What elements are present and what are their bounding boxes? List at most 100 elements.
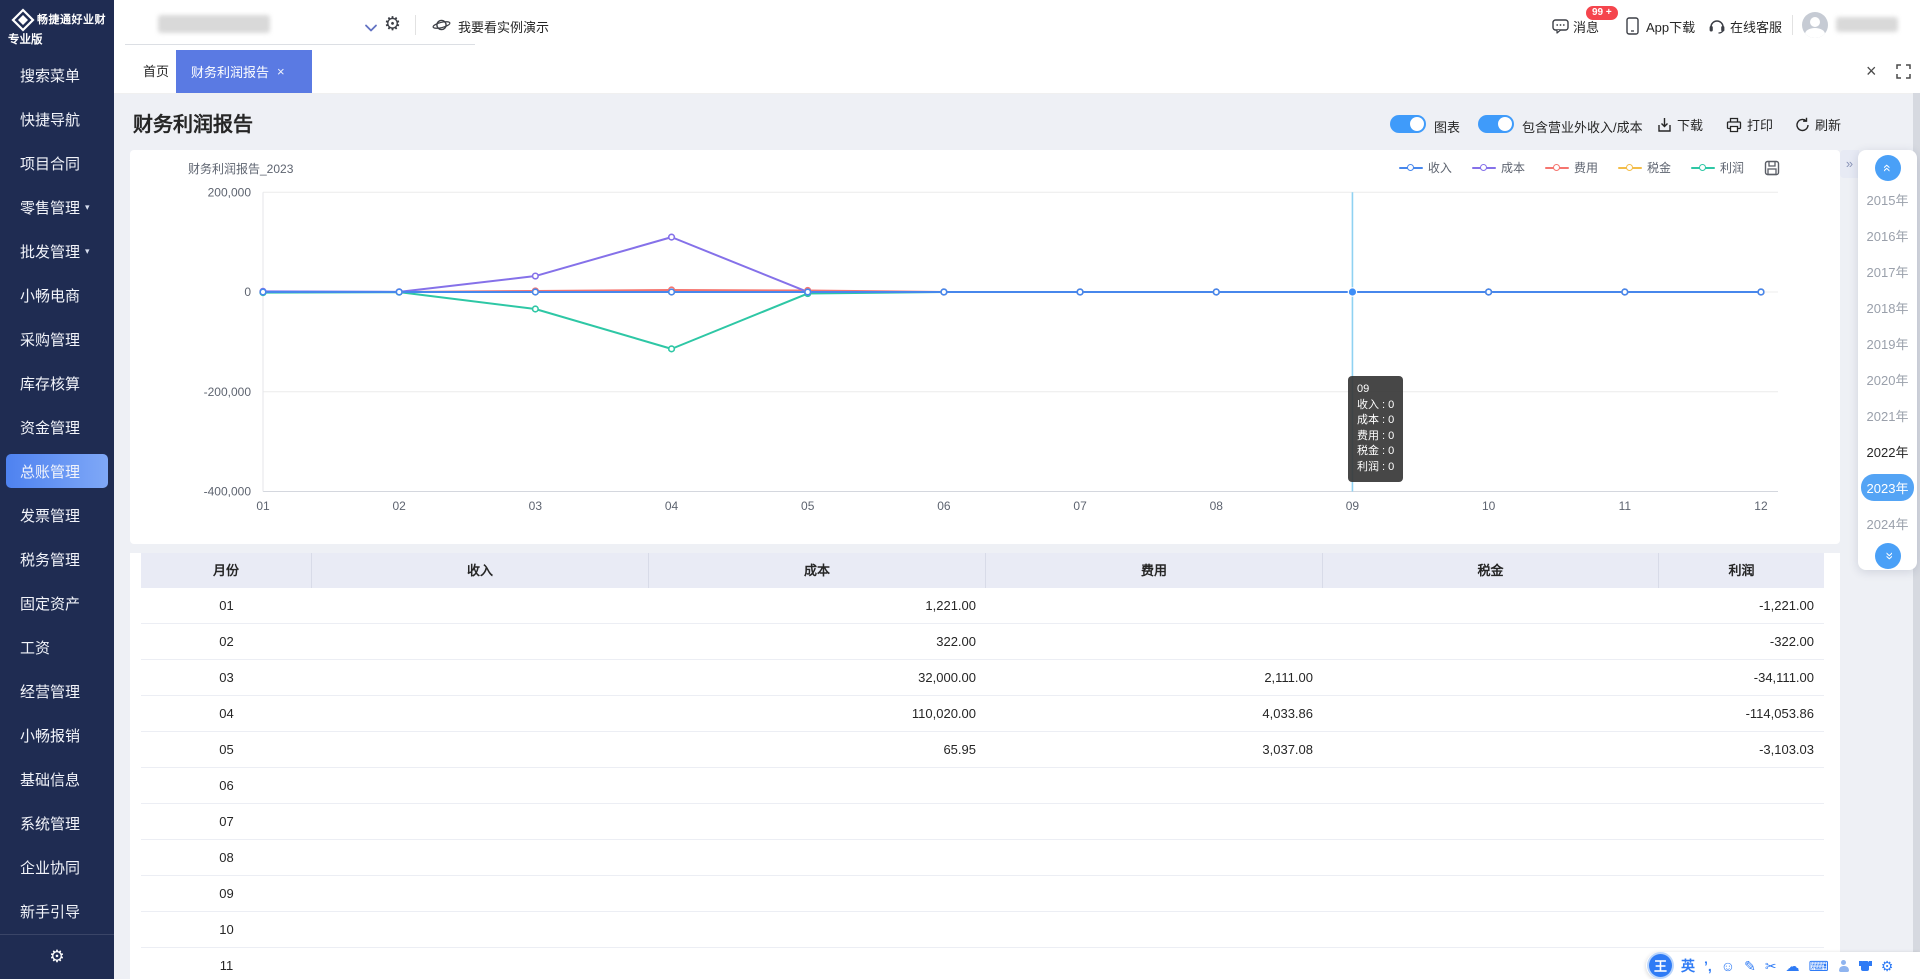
legend-label: 税金 xyxy=(1646,161,1671,175)
tab-active-report[interactable]: 财务利润报告 × xyxy=(176,50,312,93)
avatar[interactable] xyxy=(1802,12,1828,38)
sidebar-item-18[interactable]: 系统管理 xyxy=(6,801,108,845)
year-item-3[interactable]: 2017年 xyxy=(1858,253,1917,289)
year-item-7[interactable]: 2021年 xyxy=(1858,397,1917,433)
message-badge: 99 + xyxy=(1585,5,1619,21)
demo-planet-icon[interactable] xyxy=(432,16,451,34)
download-button[interactable]: 下载 xyxy=(1657,115,1703,134)
settings-gear-icon[interactable]: ⚙ xyxy=(384,14,402,35)
year-scroll-up-button[interactable]: « xyxy=(1874,155,1901,181)
sidebar-item-8[interactable]: 库存核算 xyxy=(6,361,108,405)
phone-icon[interactable] xyxy=(1626,17,1639,35)
year-item-label: 2023年 xyxy=(1860,473,1915,501)
year-item-10[interactable]: 2024年 xyxy=(1858,505,1917,541)
tooltip-row: 税金 : 0 xyxy=(1357,445,1395,458)
sidebar-item-7[interactable]: 采购管理 xyxy=(6,317,108,361)
year-scroll-down-button[interactable]: « xyxy=(1874,543,1901,569)
sidebar-item-16[interactable]: 小畅报销 xyxy=(6,713,108,757)
app-download-button[interactable]: App下载 xyxy=(1646,20,1696,35)
monthly-profit-table: 月份 收入 成本 费用 税金 利润 01 1,221.00 -1,221.00 02 322.00 -… xyxy=(141,553,1824,979)
save-chart-icon[interactable] xyxy=(1764,160,1780,176)
value-cell xyxy=(1323,696,1659,731)
sidebar-item-label: 发票管理 xyxy=(20,507,81,525)
year-item-4[interactable]: 2018年 xyxy=(1858,289,1917,325)
year-item-8[interactable]: 2022年 xyxy=(1858,433,1917,469)
messages-button[interactable]: 消息 xyxy=(1573,20,1600,35)
year-item-5[interactable]: 2019年 xyxy=(1858,325,1917,361)
sidebar-item-15[interactable]: 经营管理 xyxy=(6,669,108,713)
tab-home[interactable]: 首页 xyxy=(143,64,170,79)
sidebar-item-13[interactable]: 固定资产 xyxy=(6,581,108,625)
scissors-icon[interactable]: ✂ xyxy=(1764,957,1777,974)
legend-marker xyxy=(1398,163,1423,172)
sidebar-item-14[interactable]: 工资 xyxy=(6,625,108,669)
x-axis-tick-label: 03 xyxy=(529,499,543,513)
refresh-button[interactable]: 刷新 xyxy=(1795,115,1841,134)
year-list: 2015年 2016年 2017年 2018年 2019年 2020年 2021年 2022年… xyxy=(1858,181,1917,541)
year-item-6[interactable]: 2020年 xyxy=(1858,361,1917,397)
value-cell xyxy=(312,588,649,623)
tab-close-icon[interactable]: × xyxy=(277,64,285,79)
value-cell: 4,033.86 xyxy=(1262,706,1313,721)
sidebar-settings-button[interactable]: ⚙ xyxy=(0,934,114,979)
sidebar-item-3[interactable]: 项目合同 xyxy=(6,141,108,185)
legend-item-3[interactable]: 费用 xyxy=(1544,159,1598,176)
tooltip-row: 收入 : 0 xyxy=(1357,398,1395,411)
demo-link[interactable]: 我要看实例演示 xyxy=(458,20,550,35)
headset-icon[interactable] xyxy=(1708,17,1726,34)
table-row: 10 xyxy=(141,912,1824,948)
skin-shirt-icon[interactable] xyxy=(1858,960,1872,972)
value-cell: 110,020.00 xyxy=(911,706,976,721)
emoji-icon[interactable]: ☺ xyxy=(1720,957,1736,974)
legend-marker xyxy=(1471,163,1496,172)
value-cell xyxy=(312,624,649,659)
table-row: 03 32,000.00 2,111.00 -34,111.00 xyxy=(141,660,1824,696)
x-axis-tick-label: 02 xyxy=(393,499,407,513)
sidebar-item-6[interactable]: 小畅电商 xyxy=(6,273,108,317)
year-panel-collapse-handle[interactable]: » xyxy=(1840,150,1859,178)
value-cell: -322.00 xyxy=(1769,634,1814,649)
sidebar-item-20[interactable]: 新手引导 xyxy=(6,889,108,933)
sidebar-item-4[interactable]: 零售管理 ▾ xyxy=(6,185,108,229)
english-mode-icon[interactable]: 英 xyxy=(1681,957,1695,974)
sidebar-item-2[interactable]: 快捷导航 xyxy=(6,97,108,141)
include-nonoperating-toggle[interactable] xyxy=(1478,115,1514,133)
chart-toggle[interactable] xyxy=(1390,115,1426,133)
fullscreen-icon[interactable] xyxy=(1896,64,1911,79)
sidebar-item-1[interactable]: 搜索菜单 xyxy=(6,53,108,97)
sidebar-item-label: 资金管理 xyxy=(20,419,81,437)
wang-ime-icon[interactable]: 王 xyxy=(1649,954,1672,977)
handwriting-pencil-icon[interactable]: ✎ xyxy=(1744,957,1756,974)
value-cell xyxy=(649,876,986,911)
keyboard-icon[interactable]: ⌨ xyxy=(1808,957,1829,974)
sidebar-item-label: 经营管理 xyxy=(20,683,81,701)
message-icon[interactable] xyxy=(1552,19,1569,34)
punctuation-icon[interactable]: ’, xyxy=(1704,957,1712,974)
close-icon[interactable]: × xyxy=(1866,61,1877,81)
sidebar-item-11[interactable]: 发票管理 xyxy=(6,493,108,537)
sidebar-item-17[interactable]: 基础信息 xyxy=(6,757,108,801)
year-item-1[interactable]: 2015年 xyxy=(1858,181,1917,217)
sidebar-item-5[interactable]: 批发管理 ▾ xyxy=(6,229,108,273)
cloud-icon[interactable]: ☁ xyxy=(1785,957,1800,974)
table-row: 07 xyxy=(141,804,1824,840)
sidebar-item-19[interactable]: 企业协同 xyxy=(6,845,108,889)
sidebar-item-10[interactable]: 总账管理 xyxy=(6,454,108,488)
year-item-9[interactable]: 2023年 xyxy=(1858,469,1917,505)
x-axis-tick-label: 08 xyxy=(1210,499,1224,513)
user-icon[interactable] xyxy=(1838,959,1850,972)
sidebar-item-9[interactable]: 资金管理 xyxy=(6,405,108,449)
settings-gear-icon[interactable]: ⚙ xyxy=(1880,957,1894,974)
chevron-double-right-icon: » xyxy=(1845,156,1854,171)
legend-item-2[interactable]: 成本 xyxy=(1471,159,1525,176)
sidebar-item-12[interactable]: 税务管理 xyxy=(6,537,108,581)
legend-item-1[interactable]: 收入 xyxy=(1398,159,1452,176)
company-select[interactable] xyxy=(125,6,475,45)
legend-item-4[interactable]: 税金 xyxy=(1617,159,1671,176)
support-button[interactable]: 在线客服 xyxy=(1730,20,1783,35)
print-button[interactable]: 打印 xyxy=(1726,115,1773,134)
year-item-2[interactable]: 2016年 xyxy=(1858,217,1917,253)
legend-item-5[interactable]: 利润 xyxy=(1690,159,1744,176)
value-cell xyxy=(986,840,1323,875)
value-cell xyxy=(986,804,1323,839)
